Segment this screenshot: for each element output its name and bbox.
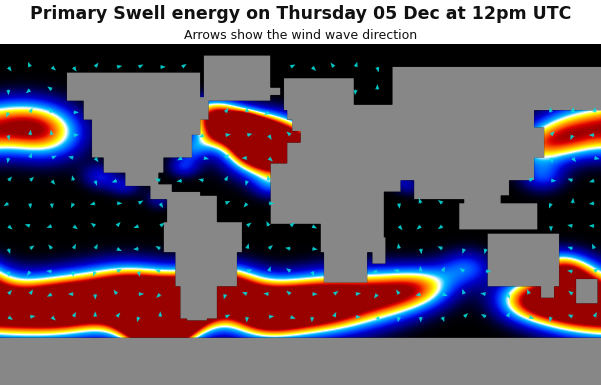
Text: Arrows show the wind wave direction: Arrows show the wind wave direction [184,29,417,42]
Text: Primary Swell energy on Thursday 05 Dec at 12pm UTC: Primary Swell energy on Thursday 05 Dec … [30,5,571,23]
